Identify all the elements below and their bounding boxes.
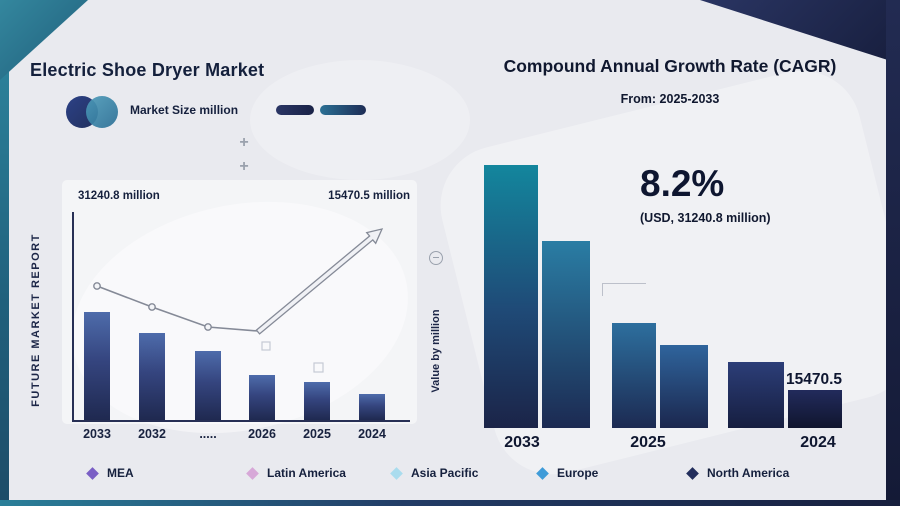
right-x-label: 2024 (800, 434, 836, 451)
left-chart-y-axis (72, 212, 74, 420)
left-bar (84, 312, 110, 420)
end-value-annotation: 15470.5 million (328, 190, 410, 202)
legend-diamond-icon (246, 466, 259, 480)
cagr-note: (USD, 31240.8 million) (640, 211, 771, 225)
left-bar (359, 394, 385, 420)
legend-item-label: Europe (557, 466, 599, 480)
left-bar (304, 382, 330, 420)
right-bar (788, 390, 842, 428)
legend-item: Latin America (246, 466, 346, 480)
decorative-pill (276, 105, 314, 115)
left-x-label: 2033 (83, 427, 111, 441)
right-bar (542, 241, 590, 428)
left-bars (62, 180, 417, 424)
left-chart-title: Electric Shoe Dryer Market (30, 60, 265, 80)
legend-item: Asia Pacific (390, 466, 479, 480)
legend-item: MEA (86, 466, 134, 480)
right-edge-accent (886, 0, 900, 506)
decorative-pill (320, 105, 366, 115)
background-blob (250, 60, 470, 180)
trend-arrow-icon (255, 228, 384, 335)
trend-marker-icon (204, 323, 212, 331)
right-chart-y-label: Value by million (430, 309, 442, 393)
trend-line-overlay (93, 228, 384, 373)
bottom-edge-accent (0, 500, 900, 506)
legend-item-label: MEA (107, 466, 134, 480)
legend-item-label: Latin America (267, 466, 346, 480)
left-x-label: ..... (199, 427, 217, 441)
left-x-label: 2025 (303, 427, 331, 441)
trend-line (96, 285, 259, 332)
right-bar (660, 345, 708, 428)
bottom-legend: MEA Latin America Asia Pacific Europe North … (0, 466, 900, 486)
start-value-annotation: 31240.8 million (78, 190, 160, 202)
decorative-square-icon (313, 362, 324, 373)
right-x-label: 2033 (504, 434, 540, 451)
left-chart-x-axis (72, 420, 410, 422)
legend-item: North America (686, 466, 790, 480)
right-x-labels: 2033 2025 2024 (480, 434, 852, 456)
legend-item: Europe (536, 466, 599, 480)
circle-minus-icon (429, 251, 443, 265)
trend-marker-icon (93, 282, 101, 290)
left-edge-accent (0, 0, 9, 506)
legend-diamond-icon (536, 466, 549, 480)
watermark-text: FUTURE MARKET REPORT (30, 233, 42, 407)
legend-diamond-icon (390, 466, 403, 480)
right-bar (612, 323, 656, 428)
series-legend-label: Market Size million (130, 103, 239, 117)
right-bar (728, 362, 784, 428)
legend-item-label: Asia Pacific (411, 466, 479, 480)
left-bar (139, 333, 165, 420)
right-x-label: 2025 (630, 434, 666, 451)
right-bars (480, 160, 852, 428)
legend-diamond-icon (86, 466, 99, 480)
legend-item-label: North America (707, 466, 790, 480)
left-x-labels: 2033 2032..... 2026 2025 2024 (62, 427, 417, 445)
trend-marker-icon (148, 303, 156, 311)
right-bar (484, 165, 538, 428)
legend-diamond-icon (686, 466, 699, 480)
legend-circle-icon (86, 96, 118, 128)
corner-accent-top-right (700, 0, 900, 64)
left-x-label: 2024 (358, 427, 386, 441)
data-label-2024: 15470.5 (786, 371, 843, 388)
right-chart-title: Compound Annual Growth Rate (CAGR) (503, 56, 837, 76)
left-bar (249, 375, 275, 420)
right-chart-subtitle: From: 2025-2033 (620, 92, 720, 106)
left-chart-panel (62, 180, 417, 424)
left-x-label: 2026 (248, 427, 276, 441)
plus-icon: + (239, 158, 249, 175)
decorative-bracket (602, 283, 646, 296)
cagr-value: 8.2% (640, 163, 725, 204)
plus-icon: + (239, 134, 249, 151)
decorative-square-icon (261, 341, 271, 351)
left-x-label: 2032 (138, 427, 166, 441)
left-bar (195, 351, 221, 420)
